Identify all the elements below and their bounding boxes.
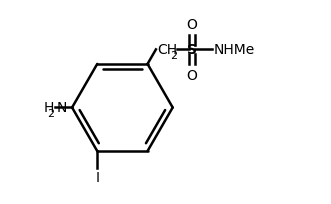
Text: H: H	[44, 101, 54, 115]
Text: O: O	[186, 69, 197, 83]
Text: I: I	[95, 170, 99, 184]
Text: 2: 2	[47, 109, 54, 119]
Text: S: S	[187, 43, 197, 57]
Text: NHMe: NHMe	[213, 43, 255, 57]
Text: N: N	[57, 101, 67, 115]
Text: 2: 2	[170, 51, 178, 61]
Text: O: O	[186, 18, 197, 32]
Text: CH: CH	[157, 43, 177, 57]
